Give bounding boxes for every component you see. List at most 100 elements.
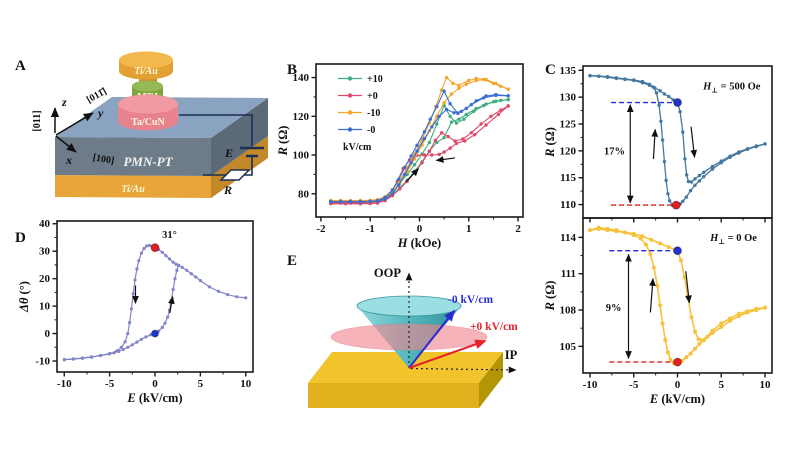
x-tick-label: 10 bbox=[240, 378, 252, 390]
y-axis-label: y bbox=[96, 106, 104, 120]
y-tick-label: 135 bbox=[560, 65, 577, 77]
y-tick-label: 108 bbox=[560, 305, 577, 317]
x-tick-label: 5 bbox=[198, 378, 204, 390]
x-tick-label: -10 bbox=[57, 378, 72, 390]
series-minus10-a bbox=[329, 75, 510, 203]
marker-dot bbox=[673, 357, 682, 367]
marker-dot bbox=[150, 243, 160, 253]
y-tick-label: 111 bbox=[561, 268, 576, 280]
x-tick-label: 2 bbox=[515, 223, 521, 235]
x-tick-label: 10 bbox=[760, 379, 772, 391]
axis-label: H (kOe) bbox=[397, 236, 441, 250]
series-plus0-a bbox=[329, 104, 510, 205]
crystal-dir-100: [100] bbox=[92, 152, 115, 167]
x-tick-label: -1 bbox=[366, 223, 375, 235]
cap-layer-top bbox=[118, 94, 178, 114]
efield-label: E bbox=[224, 146, 233, 160]
y-tick-label: 0 bbox=[45, 328, 51, 340]
y-tick-label: -10 bbox=[35, 356, 50, 368]
y-tick-label: 140 bbox=[293, 72, 310, 84]
legend-item-label: +0 bbox=[367, 91, 378, 102]
top-electrode-top bbox=[119, 51, 173, 69]
x-axis-arrow bbox=[55, 135, 77, 153]
resistor-symbol bbox=[219, 169, 251, 181]
bottom-electrode-front bbox=[55, 175, 211, 198]
circuit-wire-bottom bbox=[203, 156, 253, 176]
series-H500-backward bbox=[588, 74, 767, 208]
legend-item-label: -10 bbox=[367, 108, 380, 119]
axis-label: R (Ω) bbox=[276, 126, 290, 157]
y-tick-label: 115 bbox=[560, 172, 576, 184]
axis-label: R (Ω) bbox=[543, 281, 557, 312]
legend-unit-label: kV/cm bbox=[343, 142, 372, 153]
annotation-text: 17% bbox=[604, 147, 625, 158]
axis-label: E (kV/cm) bbox=[649, 392, 705, 406]
y-tick-label: 10 bbox=[39, 301, 51, 313]
series-minus0-b bbox=[329, 93, 510, 204]
slab-side bbox=[479, 352, 503, 408]
crystal-dir-011: [011] bbox=[32, 110, 43, 131]
y-tick-label: 120 bbox=[560, 145, 577, 157]
panel-label-b: B bbox=[287, 62, 297, 78]
cap-layer-label: Ta/CuN bbox=[131, 117, 165, 128]
annotation-text: 9% bbox=[606, 303, 622, 314]
direction-arrow bbox=[405, 168, 419, 183]
substrate-front bbox=[55, 137, 211, 176]
chart-panel-C-bottom: 9% H⊥ = 0 Oe -10 -5 0 5 10 105 108 111 114 E (kV/cm… bbox=[543, 217, 773, 406]
x-tick-label: 0 bbox=[417, 223, 423, 235]
y-axis-arrow bbox=[55, 112, 94, 136]
y-tick-label: 130 bbox=[560, 92, 577, 104]
neg-field-magnetization-arrow bbox=[408, 309, 456, 369]
direction-arrow bbox=[649, 277, 656, 313]
panel-e-magnetization-schematic: OOP IP -0 kV/cm +0 kV/cm bbox=[308, 266, 518, 408]
series-plus0-b bbox=[329, 104, 510, 206]
panel-label-a: A bbox=[15, 58, 26, 74]
chart-panel-C-top: 17% H⊥ = 500 Oe 110 115 120 125 130 135 R (Ω) bbox=[543, 65, 773, 223]
marker-dot bbox=[151, 329, 159, 338]
substrate-label: PMN-PT bbox=[123, 154, 173, 169]
circuit-wire-top bbox=[179, 114, 253, 146]
pos-field-label: +0 kV/cm bbox=[470, 321, 518, 333]
series-dtheta-upper bbox=[62, 243, 248, 362]
x-tick-label: -10 bbox=[583, 379, 598, 391]
y-tick-label: 125 bbox=[560, 119, 577, 131]
panel-label-e: E bbox=[287, 253, 297, 269]
ip-label: IP bbox=[505, 348, 518, 362]
direction-arrow bbox=[685, 271, 692, 304]
y-tick-label: 114 bbox=[560, 232, 576, 244]
bottom-electrode-side bbox=[211, 136, 268, 198]
x-tick-label: 5 bbox=[719, 379, 725, 391]
z-axis-label: z bbox=[61, 95, 67, 109]
legend-item-label: +10 bbox=[367, 74, 383, 85]
x-tick-label: 1 bbox=[466, 223, 472, 235]
y-tick-label: 120 bbox=[293, 111, 310, 123]
marker-dot bbox=[673, 98, 682, 107]
chart-panel-D: 31° -10 -5 0 5 10 -10 0 10 20 30 40 E (kV/cm) Δθ (°) bbox=[17, 218, 254, 405]
slab-top bbox=[308, 352, 503, 383]
panel-a-device-schematic: E R PMN-PT Ti/Au Ti/Au MTJ Ta/CuN z y x … bbox=[32, 51, 268, 198]
axis-label: Δθ (°) bbox=[17, 281, 31, 313]
y-tick-label: 100 bbox=[293, 150, 310, 162]
slab-front bbox=[308, 383, 479, 408]
resistance-label: R bbox=[223, 183, 232, 197]
y-tick-label: 40 bbox=[39, 218, 51, 230]
pos-field-magnetization-arrow bbox=[408, 339, 487, 369]
substrate-side bbox=[211, 98, 268, 176]
annotation-text: 31° bbox=[162, 230, 177, 241]
panel-label-d: D bbox=[15, 230, 26, 246]
neg-field-label: -0 kV/cm bbox=[448, 294, 493, 306]
x-tick-label: -5 bbox=[105, 378, 115, 390]
bottom-electrode-label: Ti/Au bbox=[121, 184, 145, 195]
mtj-top bbox=[132, 80, 163, 92]
y-tick-label: 30 bbox=[39, 246, 51, 258]
x-axis-label: x bbox=[65, 153, 72, 167]
top-electrode-label: Ti/Au bbox=[134, 66, 158, 77]
y-tick-label: 105 bbox=[560, 341, 577, 353]
y-tick-label: 20 bbox=[39, 273, 51, 285]
oop-label: OOP bbox=[374, 266, 401, 280]
direction-arrow bbox=[651, 128, 659, 159]
marker-dot bbox=[673, 246, 682, 256]
